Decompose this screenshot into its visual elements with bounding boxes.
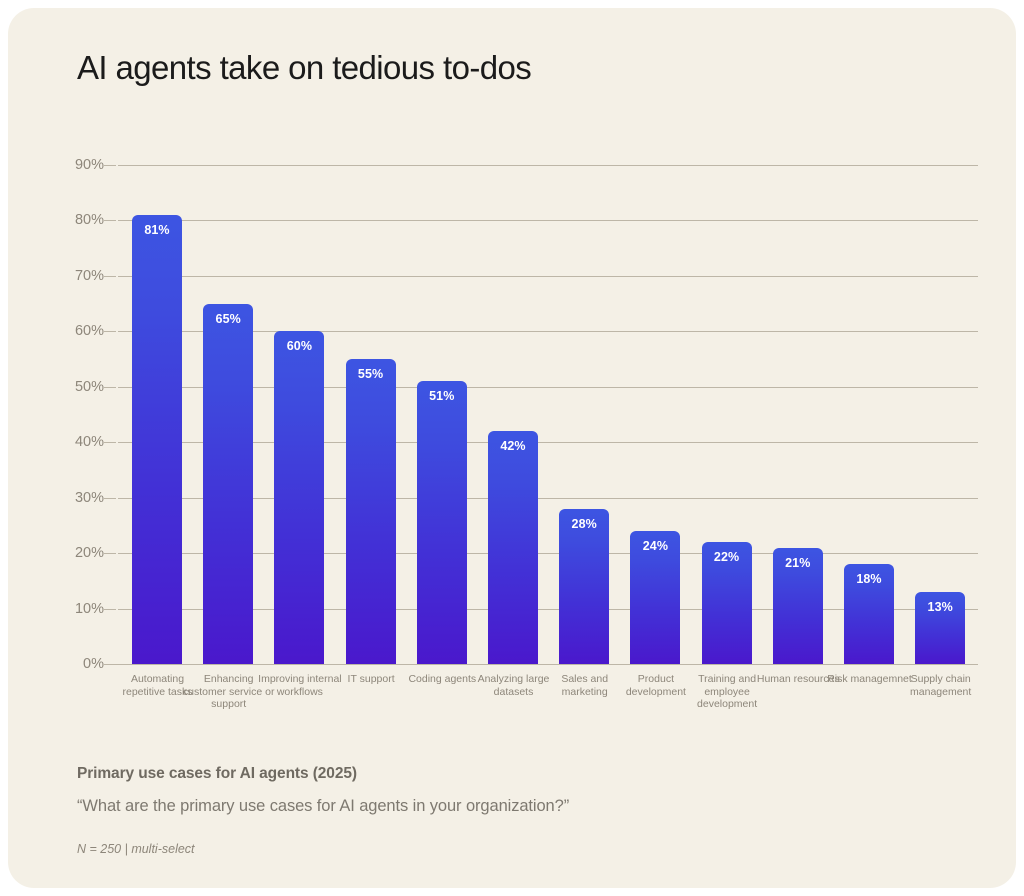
bar-value-label: 55% xyxy=(357,367,384,382)
bar[interactable]: 55% xyxy=(345,359,396,664)
y-axis-tick xyxy=(104,553,116,555)
y-axis-tick xyxy=(104,331,116,333)
x-axis-label: Automating repetitive tasks xyxy=(122,673,193,698)
bar-group[interactable]: 65% Enhancing customer service or support xyxy=(183,165,274,710)
y-axis-tick xyxy=(104,386,116,388)
bar-group[interactable]: 51% Coding agents xyxy=(407,165,478,685)
x-axis-label: Analyzing large datasets xyxy=(477,673,550,698)
x-axis-label: Product development xyxy=(625,673,686,698)
bar[interactable]: 13% xyxy=(915,591,966,664)
y-axis-tick xyxy=(104,275,116,277)
y-axis-label: 60% xyxy=(74,323,104,340)
bar[interactable]: 65% xyxy=(203,303,254,664)
bar-value-label: 60% xyxy=(286,339,313,354)
y-axis-label: 80% xyxy=(74,212,104,229)
bar[interactable]: 21% xyxy=(772,547,823,664)
y-axis-label: 90% xyxy=(74,157,104,173)
footer: Primary use cases for AI agents (2025) “… xyxy=(77,765,569,856)
bar-value-label: 24% xyxy=(642,538,669,553)
x-axis-label: Supply chain management xyxy=(910,673,972,698)
bar[interactable]: 18% xyxy=(844,564,894,664)
footer-sample-note: N = 250 | multi-select xyxy=(77,842,195,856)
bar[interactable]: 51% xyxy=(416,381,467,664)
bar-value-label: 28% xyxy=(571,516,597,531)
y-axis-tick xyxy=(104,497,116,499)
axis-baseline xyxy=(104,664,978,665)
bar-value-label: 51% xyxy=(429,389,455,404)
bar-group[interactable]: 21% Human resources xyxy=(757,165,840,685)
bar-group[interactable]: 55% IT support xyxy=(336,165,407,685)
gridline xyxy=(118,386,978,388)
bar-group[interactable]: 18% Risk managemnet xyxy=(827,165,912,685)
y-axis-label: 70% xyxy=(74,267,104,284)
y-axis-label: 30% xyxy=(74,489,104,506)
chart-card: AI agents take on tedious to-dos 0% 10% 20… xyxy=(8,8,1016,888)
bar-value-label: 22% xyxy=(713,550,740,565)
gridline xyxy=(118,497,978,499)
footer-question: “What are the primary use cases for AI a… xyxy=(77,797,570,815)
bar-value-label: 42% xyxy=(500,439,526,454)
bar[interactable]: 22% xyxy=(701,542,752,664)
y-axis-label: 50% xyxy=(74,378,104,395)
bar-group[interactable]: 42% Analyzing large datasets xyxy=(478,165,549,698)
bar-value-label: 18% xyxy=(856,572,882,587)
page-title: AI agents take on tedious to-dos xyxy=(77,49,532,86)
gridline xyxy=(118,165,978,166)
bar-value-label: 13% xyxy=(927,599,953,614)
gridline xyxy=(118,608,978,610)
bar-series: 81% Automating repetitive tasks 65% Enhanci… xyxy=(118,165,978,710)
bar-group[interactable]: 22% Training and employee development xyxy=(692,165,763,710)
x-axis-label: Training and employee development xyxy=(697,673,758,711)
bar-value-label: 81% xyxy=(144,222,170,237)
plot-area: 0% 10% 20% 30% 40% 50% 60% 70% 80% 90% 81% Automat… xyxy=(75,157,978,710)
y-axis-label: 20% xyxy=(74,545,104,562)
gridline xyxy=(118,275,978,277)
y-axis-tick xyxy=(104,608,116,610)
x-axis-label: Improving internal workflows xyxy=(258,673,342,698)
bar[interactable]: 24% xyxy=(630,530,681,664)
gridline xyxy=(118,553,978,555)
y-axis-tick xyxy=(104,165,116,166)
x-axis-label: Sales and marketing xyxy=(561,673,609,698)
bar[interactable]: 81% xyxy=(132,214,182,664)
bar[interactable]: 28% xyxy=(559,508,610,664)
y-axis-label: 10% xyxy=(74,600,104,617)
x-axis-label: Risk managemnet xyxy=(827,673,912,685)
x-axis-label: Coding agents xyxy=(408,673,477,685)
bar-group[interactable]: 60% Improving internal workflows xyxy=(258,165,342,698)
bar-group[interactable]: 24% Product development xyxy=(620,165,691,698)
gridline xyxy=(118,442,978,444)
x-axis-label: IT support xyxy=(347,673,395,685)
bar-group[interactable]: 81% Automating repetitive tasks xyxy=(122,165,193,698)
y-axis-label: 0% xyxy=(83,656,104,672)
bar-value-label: 65% xyxy=(215,311,241,326)
gridline xyxy=(118,331,978,333)
x-axis-label: Human resources xyxy=(756,673,840,685)
y-axis-tick xyxy=(104,220,116,222)
bar-group[interactable]: 28% Sales and marketing xyxy=(549,165,620,698)
y-axis-label: 40% xyxy=(74,434,104,451)
bar[interactable]: 60% xyxy=(274,331,325,664)
bar[interactable]: 42% xyxy=(488,431,538,664)
footer-title: Primary use cases for AI agents (2025) xyxy=(77,765,357,782)
x-axis-label: Enhancing customer service or support xyxy=(182,673,275,711)
bar-value-label: 21% xyxy=(785,555,811,570)
gridline xyxy=(118,220,978,222)
bar-group[interactable]: 13% Supply chain management xyxy=(905,165,976,698)
y-axis-tick xyxy=(104,442,116,444)
